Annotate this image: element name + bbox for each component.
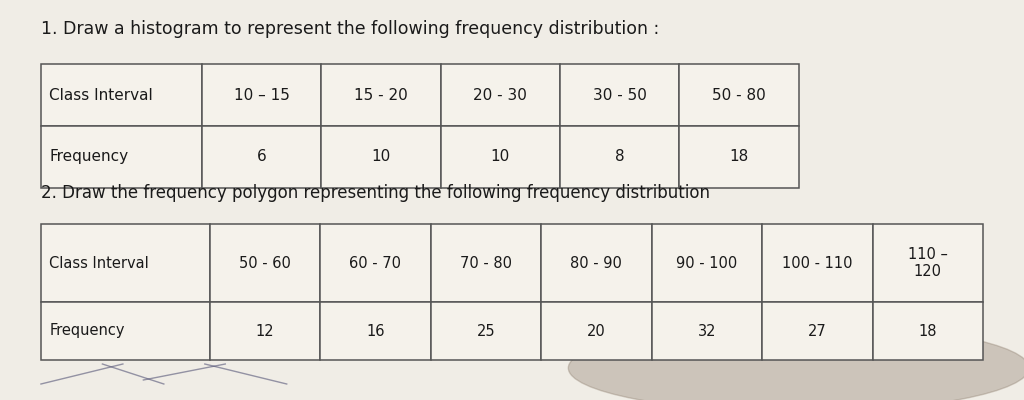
Text: 12: 12 (256, 324, 274, 338)
Bar (440, 64, 560, 126)
Text: 80 - 90: 80 - 90 (570, 256, 623, 270)
Bar (651, 302, 762, 360)
Text: 110 –
120: 110 – 120 (908, 247, 948, 279)
Bar (560, 64, 679, 126)
Bar (322, 126, 440, 188)
Bar (321, 302, 430, 360)
Text: 18: 18 (729, 150, 749, 164)
Text: 20: 20 (587, 324, 606, 338)
Text: 100 - 110: 100 - 110 (782, 256, 853, 270)
Text: 2. Draw the frequency polygon representing the following frequency distribution: 2. Draw the frequency polygon representi… (41, 184, 710, 202)
Text: 10 – 15: 10 – 15 (233, 88, 290, 102)
Bar (430, 302, 541, 360)
Bar (210, 302, 321, 360)
Text: Class Interval: Class Interval (49, 88, 153, 102)
Text: 30 - 50: 30 - 50 (593, 88, 646, 102)
Text: 10: 10 (372, 150, 390, 164)
Text: 70 - 80: 70 - 80 (460, 256, 512, 270)
Text: Class Interval: Class Interval (49, 256, 148, 270)
Text: 60 - 70: 60 - 70 (349, 256, 401, 270)
Text: 10: 10 (490, 150, 510, 164)
Text: 16: 16 (367, 324, 385, 338)
Text: 90 - 100: 90 - 100 (676, 256, 737, 270)
Bar (872, 302, 983, 360)
Text: 50 - 80: 50 - 80 (712, 88, 766, 102)
Ellipse shape (568, 324, 1024, 400)
Text: 32: 32 (697, 324, 716, 338)
Bar (679, 126, 799, 188)
Text: 6: 6 (257, 150, 266, 164)
Bar (430, 224, 541, 302)
Bar (41, 302, 210, 360)
Bar (762, 224, 872, 302)
Bar (541, 224, 651, 302)
Bar (322, 64, 440, 126)
Text: 20 - 30: 20 - 30 (473, 88, 527, 102)
Text: 15 - 20: 15 - 20 (354, 88, 408, 102)
Bar (651, 224, 762, 302)
Bar (41, 224, 210, 302)
Bar (440, 126, 560, 188)
Bar (872, 224, 983, 302)
Bar (41, 64, 202, 126)
Text: 50 - 60: 50 - 60 (239, 256, 291, 270)
Text: Frequency: Frequency (49, 324, 125, 338)
Text: Frequency: Frequency (49, 150, 128, 164)
Text: 18: 18 (919, 324, 937, 338)
Bar (762, 302, 872, 360)
Text: 1. Draw a histogram to represent the following frequency distribution :: 1. Draw a histogram to represent the fol… (41, 20, 659, 38)
Text: 25: 25 (476, 324, 496, 338)
Bar (210, 224, 321, 302)
Bar (321, 224, 430, 302)
Bar (202, 64, 322, 126)
Text: 27: 27 (808, 324, 826, 338)
Text: 8: 8 (614, 150, 625, 164)
Bar (679, 64, 799, 126)
Bar (41, 126, 202, 188)
Bar (202, 126, 322, 188)
Bar (541, 302, 651, 360)
Bar (560, 126, 679, 188)
